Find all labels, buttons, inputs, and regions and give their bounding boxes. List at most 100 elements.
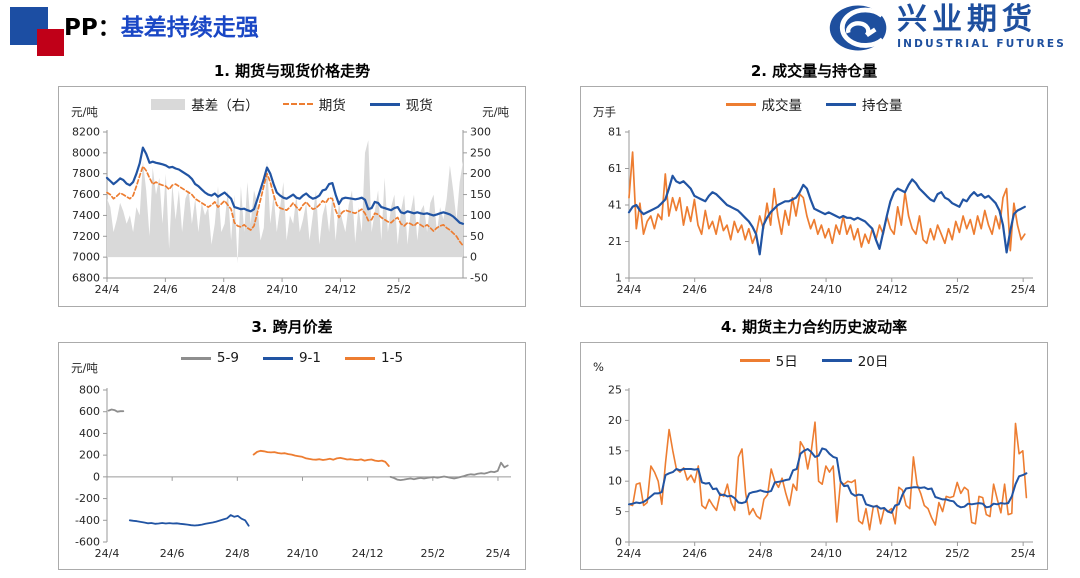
company-name-cn: 兴业期货 [897,2,1038,37]
legend-swatch-line [262,356,293,360]
legend-item: 9-1 [262,350,322,366]
legend-item: 1-5 [345,350,403,366]
chart-canvas-volume: 1 21 41 61 81 24/4 24/6 24/8 24/10 24/12 25/2 25/4 [608,126,1035,297]
svg-text:25/2: 25/2 [386,283,411,296]
svg-text:24/10: 24/10 [287,547,319,560]
series-1-5 [252,449,390,467]
chart-volume-oi-section: 2. 成交量与持仓量 成交量 持仓量 1 21 41 61 81 24/4 24/6 24/8 2… [580,60,1048,307]
svg-text:24/10: 24/10 [810,283,842,296]
chart-title: 3. 跨月价差 [251,318,333,336]
legend-item: 20日 [821,350,889,370]
svg-text:0: 0 [470,251,477,264]
legend-swatch-line [739,358,770,362]
logo-mark [0,0,70,60]
legend-label: 5日 [775,354,798,370]
svg-text:-200: -200 [75,492,100,505]
svg-text:25/4: 25/4 [486,547,511,560]
legend-label: 现货 [405,98,433,114]
product-label: PP： [64,15,121,41]
legend-swatch-line [369,102,400,106]
svg-text:41: 41 [608,199,622,212]
legend-item: 成交量 [725,94,803,114]
legend-label: 持仓量 [862,98,903,114]
svg-text:24/6: 24/6 [160,547,185,560]
svg-text:15: 15 [608,444,622,457]
svg-text:25/4: 25/4 [1011,547,1036,560]
svg-text:20: 20 [608,414,622,427]
svg-text:24/8: 24/8 [211,283,236,296]
series-20日 [628,447,1028,514]
svg-text:6800: 6800 [72,272,100,285]
svg-text:61: 61 [608,162,622,175]
svg-text:7800: 7800 [72,167,100,180]
svg-text:24/6: 24/6 [153,283,178,296]
svg-text:200: 200 [79,449,100,462]
legend-item: 基差（右） [151,94,259,114]
chart-card: 成交量 持仓量 1 21 41 61 81 24/4 24/6 24/8 24/10 24/12 25… [580,86,1048,307]
svg-text:25/2: 25/2 [945,547,970,560]
chart-legend: 基差（右） 期货 现货 [59,94,525,114]
svg-text:5: 5 [615,505,622,518]
svg-text:50: 50 [470,230,484,243]
svg-text:8000: 8000 [72,146,100,159]
legend-label: 1-5 [381,350,404,366]
svg-text:0: 0 [615,536,622,549]
svg-text:25/2: 25/2 [420,547,445,560]
series-期货 [106,165,464,247]
svg-text:24/12: 24/12 [876,547,908,560]
svg-text:24/4: 24/4 [617,283,642,296]
svg-text:8200: 8200 [72,126,100,139]
chart-card: 基差（右） 期货 现货 6800 7000 7200 7400 7600 7800 8000 82… [58,86,526,307]
legend-label: 9-1 [298,350,322,366]
series-基差 [107,140,463,264]
y-axis-unit-left: % [593,360,604,374]
legend-swatch-line [821,358,852,362]
legend-swatch-area [151,98,186,110]
y-axis-unit-right: 元/吨 [482,105,509,119]
chart-legend: 5-9 9-1 1-5 [59,350,525,366]
y-axis-unit-left: 元/吨 [71,105,98,119]
svg-text:24/12: 24/12 [352,547,384,560]
series-5-9 [389,461,509,481]
svg-text:21: 21 [608,235,622,248]
chart-canvas-volatility: 0 5 10 15 20 25 24/4 24/6 24/8 24/10 24/12 25/2 25/4 [608,384,1036,561]
chart-canvas-price: 6800 7000 7200 7400 7600 7800 8000 8200 -50 0 50 10… [72,126,491,297]
chart-canvas-spread: -600 -400 -200 0 200 400 600 800 24/4 24/6 24/8 24/… [75,384,511,560]
chart-card: 5-9 9-1 1-5 -600 -400 -200 0 200 400 600 800 24/4 2… [58,342,526,570]
legend-label: 期货 [318,98,346,114]
svg-text:24/10: 24/10 [810,547,842,560]
svg-text:24/12: 24/12 [876,283,908,296]
series-5日 [628,421,1028,531]
svg-text:-50: -50 [470,272,488,285]
legend-swatch-line [826,102,856,106]
svg-text:300: 300 [470,126,491,139]
svg-text:0: 0 [93,470,100,483]
svg-text:200: 200 [470,167,491,180]
svg-text:24/8: 24/8 [225,547,250,560]
legend-swatch-dashed [282,103,313,105]
svg-text:1: 1 [615,272,622,285]
legend-label: 成交量 [761,98,803,114]
series-5-9 [107,408,125,413]
svg-text:-600: -600 [75,536,100,549]
legend-item: 期货 [282,94,346,114]
svg-text:24/12: 24/12 [325,283,357,296]
legend-item: 持仓量 [826,94,903,114]
company-name-en: INDUSTRIAL FUTURES [897,37,1066,50]
legend-swatch-line [725,102,756,106]
legend-item: 现货 [369,94,433,114]
chart-legend: 成交量 持仓量 [581,94,1047,114]
svg-text:7000: 7000 [72,251,100,264]
svg-text:800: 800 [79,384,100,397]
legend-item: 5-9 [180,350,239,366]
svg-text:-400: -400 [75,514,100,527]
svg-text:150: 150 [470,188,491,201]
company-name-block: 兴业期货 INDUSTRIAL FUTURES [897,2,1066,50]
chart-price-trend-section: 1. 期货与现货价格走势 基差（右） 期货 现货 6800 7000 7200 7400 7… [58,60,526,307]
y-axis-unit-left: 万手 [593,105,616,119]
svg-text:24/4: 24/4 [95,283,120,296]
svg-text:81: 81 [608,126,622,139]
legend-label: 20日 [857,354,889,370]
svg-text:400: 400 [79,427,100,440]
